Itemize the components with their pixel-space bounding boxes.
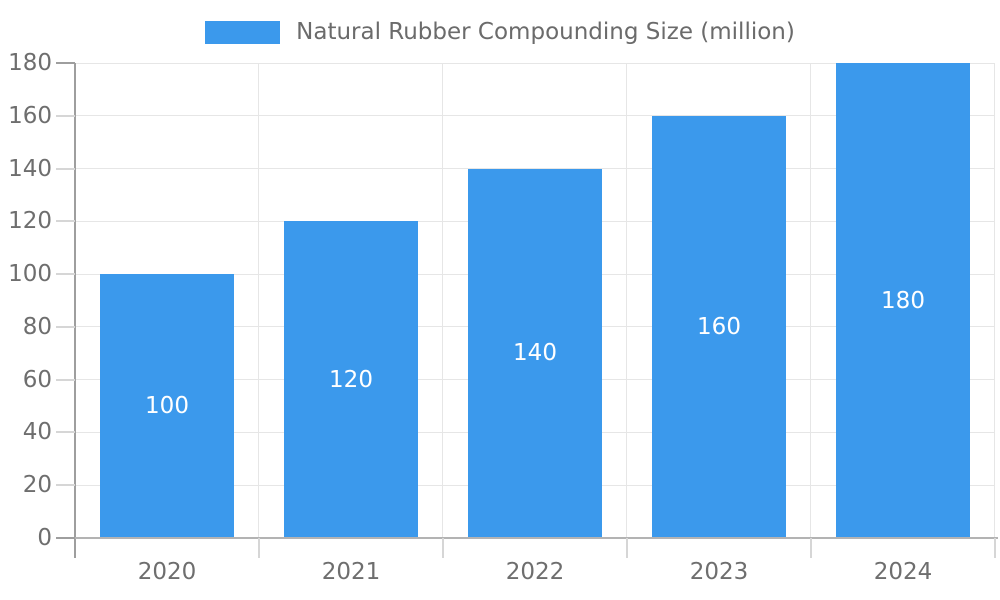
x-axis-label-2022: 2022 — [505, 559, 565, 585]
legend-swatch — [205, 20, 281, 44]
bar-2020[interactable]: 100 — [100, 274, 234, 538]
plot-area: 100 120 140 160 180 — [75, 62, 995, 538]
y-tick-140 — [56, 167, 75, 170]
x-tick-3 — [626, 538, 628, 558]
y-axis-label-80: 80 — [22, 313, 52, 340]
bar-value-label-2023: 160 — [697, 313, 741, 340]
bar-value-label-2022: 140 — [513, 340, 557, 367]
bar-value-label-2020: 100 — [145, 393, 189, 420]
x-axis-label-2020: 2020 — [137, 559, 197, 585]
y-axis-label-120: 120 — [8, 208, 52, 235]
y-tick-80 — [56, 325, 75, 328]
gridline-y-160 — [75, 115, 995, 117]
y-axis-label-60: 60 — [22, 366, 52, 393]
y-axis-line — [74, 63, 76, 558]
y-axis-label-160: 160 — [8, 102, 52, 129]
y-tick-120 — [56, 220, 75, 223]
gridline-x-3 — [626, 63, 627, 538]
y-tick-20 — [56, 484, 75, 487]
gridline-x-4 — [810, 63, 811, 538]
bar-value-label-2024: 180 — [881, 287, 925, 314]
x-tick-1 — [258, 538, 260, 558]
y-axis-label-180: 180 — [8, 50, 52, 76]
x-axis-label-2021: 2021 — [321, 559, 381, 585]
y-tick-160 — [56, 114, 75, 117]
x-axis-label-2023: 2023 — [689, 559, 749, 585]
gridline-y-140 — [75, 168, 995, 170]
y-tick-40 — [56, 431, 75, 434]
legend[interactable]: Natural Rubber Compounding Size (million… — [0, 17, 1000, 47]
bar-2023[interactable]: 160 — [652, 115, 786, 538]
legend-label: Natural Rubber Compounding Size (million… — [296, 19, 795, 45]
bar-value-label-2021: 120 — [329, 366, 373, 393]
y-tick-60 — [56, 378, 75, 381]
y-tick-0 — [56, 537, 75, 539]
y-tick-180 — [56, 62, 75, 64]
gridline-x-5 — [994, 63, 995, 538]
y-axis-label-20: 20 — [22, 472, 52, 499]
gridline-x-2 — [442, 63, 443, 538]
y-axis-label-140: 140 — [8, 155, 52, 182]
x-tick-2 — [442, 538, 444, 558]
y-axis-label-100: 100 — [8, 261, 52, 288]
bar-2021[interactable]: 120 — [284, 221, 418, 538]
x-tick-5 — [994, 538, 996, 558]
x-tick-4 — [810, 538, 812, 558]
bar-2022[interactable]: 140 — [468, 168, 602, 538]
y-axis-label-0: 0 — [37, 525, 52, 551]
gridline-y-180 — [75, 62, 995, 64]
bar-2024[interactable]: 180 — [836, 63, 970, 538]
y-tick-100 — [56, 273, 75, 276]
x-axis-label-2024: 2024 — [873, 559, 933, 585]
y-axis-label-40: 40 — [22, 419, 52, 446]
x-axis-line — [75, 537, 998, 539]
gridline-x-1 — [258, 63, 259, 538]
